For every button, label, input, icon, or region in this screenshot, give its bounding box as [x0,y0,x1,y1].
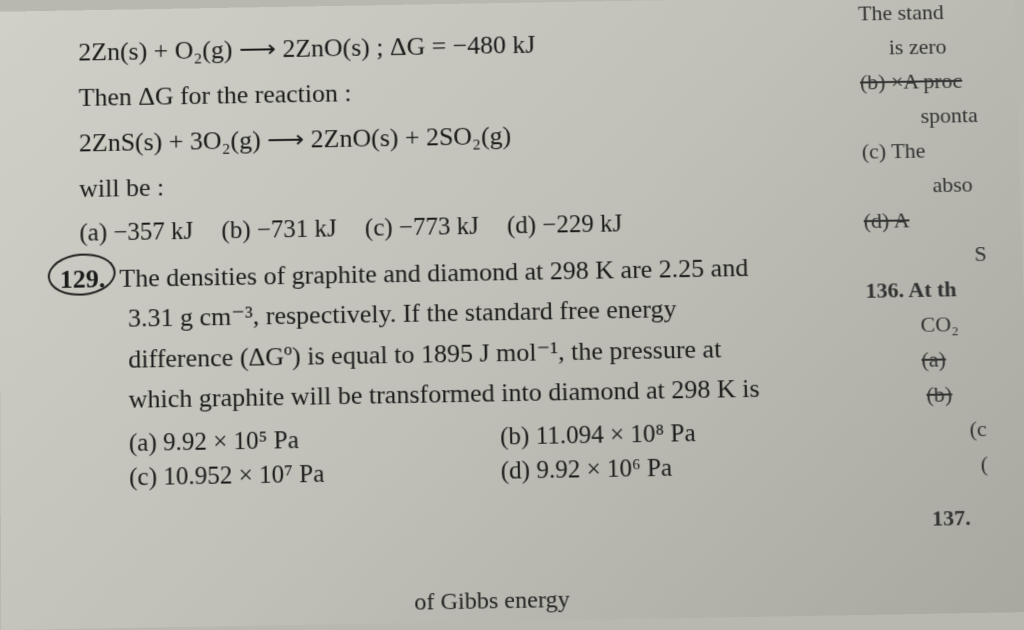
q129-opt-c: (c) 10.952 × 10⁷ Pa [129,458,501,493]
q128-opt-b: (b) −731 kJ [221,215,337,244]
right-r11: (a) [921,341,1018,376]
q129-opt-a: (a) 9.92 × 10⁵ Pa [129,424,501,459]
q129-options: (a) 9.92 × 10⁵ Pa (b) 11.094 × 10⁸ Pa (c… [129,415,989,498]
q129-number: 129. [60,259,106,300]
right-r9: 136. At th [865,271,1016,307]
q129-opt-d: (d) 9.92 × 10⁶ Pa [501,451,873,486]
q128-opt-a: (a) −357 kJ [79,218,193,247]
right-r3: (b) ×A proc [860,63,1010,98]
right-r7: (d) A [863,202,1014,237]
q129-opt-b: (b) 11.094 × 10⁸ Pa [500,417,872,452]
bottom-cutoff-text: of Gibbs energy [414,587,570,617]
right-r15: 137. [932,500,1023,535]
right-r2: is zero [888,29,1008,64]
right-r1: The stand [858,0,1008,29]
q128-options: (a) −357 kJ (b) −731 kJ (c) −773 kJ (d) … [79,204,981,248]
right-r12: (b) [926,376,1019,411]
right-r5: (c) The [861,132,1011,167]
will-be-line: will be : [79,159,980,204]
q129-line1: The densities of graphite and diamond at… [119,253,748,293]
right-r14: ( [980,446,1021,480]
textbook-page: 2Zn(s) + O₂(g) ⟶ 2ZnO(s) ; ΔG = −480 kJ … [0,0,1024,630]
then-line: Then ΔG for the reaction : [79,68,978,113]
q128-opt-c: (c) −773 kJ [365,213,479,242]
q128-opt-d: (d) −229 kJ [507,210,623,239]
right-r10: CO₂ [920,306,1017,341]
equation-1: 2Zn(s) + O₂(g) ⟶ 2ZnO(s) ; ΔG = −480 kJ [78,22,976,67]
right-r13: (c [969,411,1020,445]
right-r6: abso [932,167,1013,201]
question-129: 129. The densities of graphite and diamo… [60,246,863,421]
right-column-fragment: The stand is zero (b) ×A proc sponta (c)… [858,0,1023,538]
equation-2: 2ZnS(s) + 3O₂(g) ⟶ 2ZnO(s) + 2SO₂(g) [79,113,979,158]
right-r8: S [974,236,1015,270]
right-r4: sponta [920,98,1010,132]
